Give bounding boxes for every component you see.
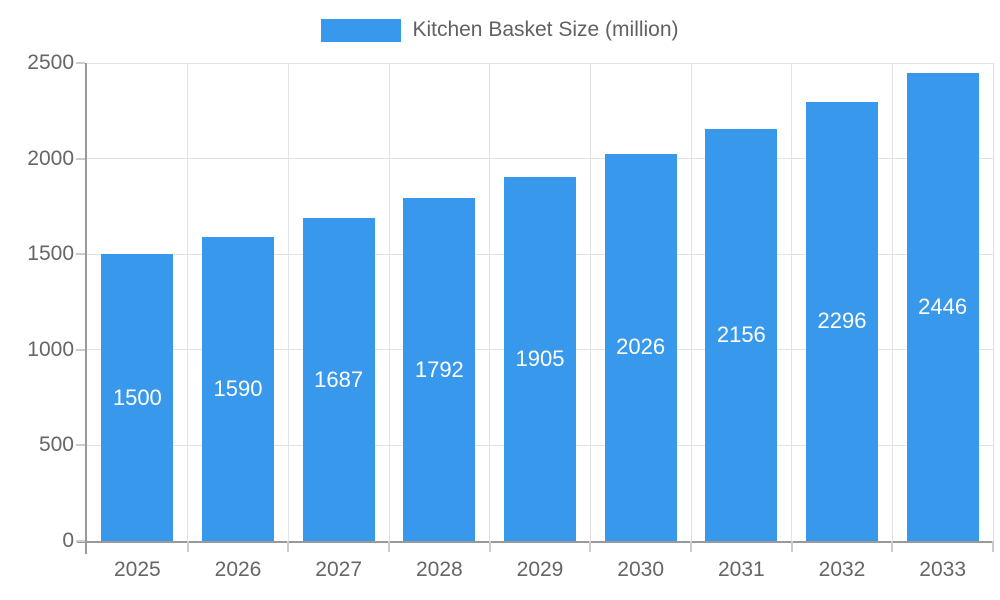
x-axis-tick — [186, 541, 189, 552]
chart-legend: Kitchen Basket Size (million) — [0, 18, 1000, 42]
bar-value-label: 2026 — [616, 334, 666, 360]
x-axis-tick — [488, 541, 491, 552]
x-tick-label: 2025 — [113, 558, 161, 581]
y-tick-label: 1000 — [27, 337, 74, 361]
gridline-v — [992, 63, 994, 541]
y-tick-label: 0 — [62, 529, 74, 552]
legend-label: Kitchen Basket Size (million) — [412, 18, 679, 41]
y-axis-tick — [76, 348, 85, 351]
y-tick-label: 2500 — [27, 51, 74, 74]
x-tick-label: 2032 — [818, 558, 866, 581]
y-tick-label: 500 — [38, 433, 74, 457]
y-tick-label: 2000 — [27, 146, 74, 170]
y-axis-tick — [76, 62, 85, 64]
bar-2032: 2296 — [806, 102, 878, 541]
bar-value-label: 1500 — [112, 384, 162, 410]
y-axis-tick — [76, 157, 85, 160]
gridline-v — [287, 63, 289, 541]
x-axis-tick — [287, 541, 290, 552]
x-axis-tick — [690, 541, 692, 552]
x-axis-line — [77, 541, 993, 543]
x-tick-label: 2026 — [214, 558, 262, 581]
gridline-v — [690, 63, 692, 541]
x-tick-label: 2031 — [717, 558, 765, 581]
gridline-h — [87, 158, 993, 160]
gridline-v — [489, 63, 491, 541]
bar-2031: 2156 — [705, 128, 778, 541]
x-tick-label: 2029 — [516, 558, 564, 581]
x-axis-tick — [388, 541, 390, 552]
x-axis-tick — [992, 541, 994, 552]
y-axis-tick — [76, 444, 85, 447]
gridline-v — [891, 63, 893, 541]
y-axis-tick — [76, 540, 85, 542]
bar-2033: 2446 — [906, 73, 979, 541]
bar-value-label: 2156 — [716, 321, 766, 347]
y-axis-tick — [76, 253, 85, 256]
bar-value-label: 2446 — [918, 294, 968, 320]
y-axis-line — [85, 63, 87, 554]
gridline-v — [187, 63, 189, 541]
bar-2026: 1590 — [202, 236, 274, 541]
bar-value-label: 1590 — [213, 375, 263, 401]
x-axis-tick — [589, 541, 592, 552]
bar-2030: 2026 — [604, 153, 677, 541]
y-tick-label: 1500 — [27, 242, 74, 266]
legend-item-kitchen-basket-size[interactable]: Kitchen Basket Size (million) — [321, 18, 679, 42]
x-tick-label: 2027 — [315, 558, 363, 581]
x-tick-label: 2028 — [415, 558, 463, 581]
x-tick-label: 2030 — [617, 558, 665, 581]
bar-2025: 1500 — [101, 254, 174, 541]
gridline-h — [87, 62, 993, 64]
gridline-v — [589, 63, 591, 541]
bar-value-label: 1792 — [414, 356, 464, 382]
bar-value-label: 1905 — [515, 345, 565, 371]
bar-2028: 1792 — [403, 198, 476, 541]
gridline-v — [388, 63, 390, 541]
plot-area: 0 500 1000 1500 2000 2500 2025 1500 2026 1590 2027… — [27, 51, 994, 581]
x-axis-tick — [891, 541, 894, 552]
bar-2029: 1905 — [504, 176, 576, 541]
legend-swatch — [321, 18, 402, 42]
bar-value-label: 1687 — [314, 366, 364, 392]
x-axis-tick — [790, 541, 793, 552]
gridline-v — [791, 63, 793, 541]
x-tick-label: 2033 — [919, 558, 967, 581]
bar-value-label: 2296 — [817, 308, 867, 334]
bar-2027: 1687 — [302, 218, 375, 541]
